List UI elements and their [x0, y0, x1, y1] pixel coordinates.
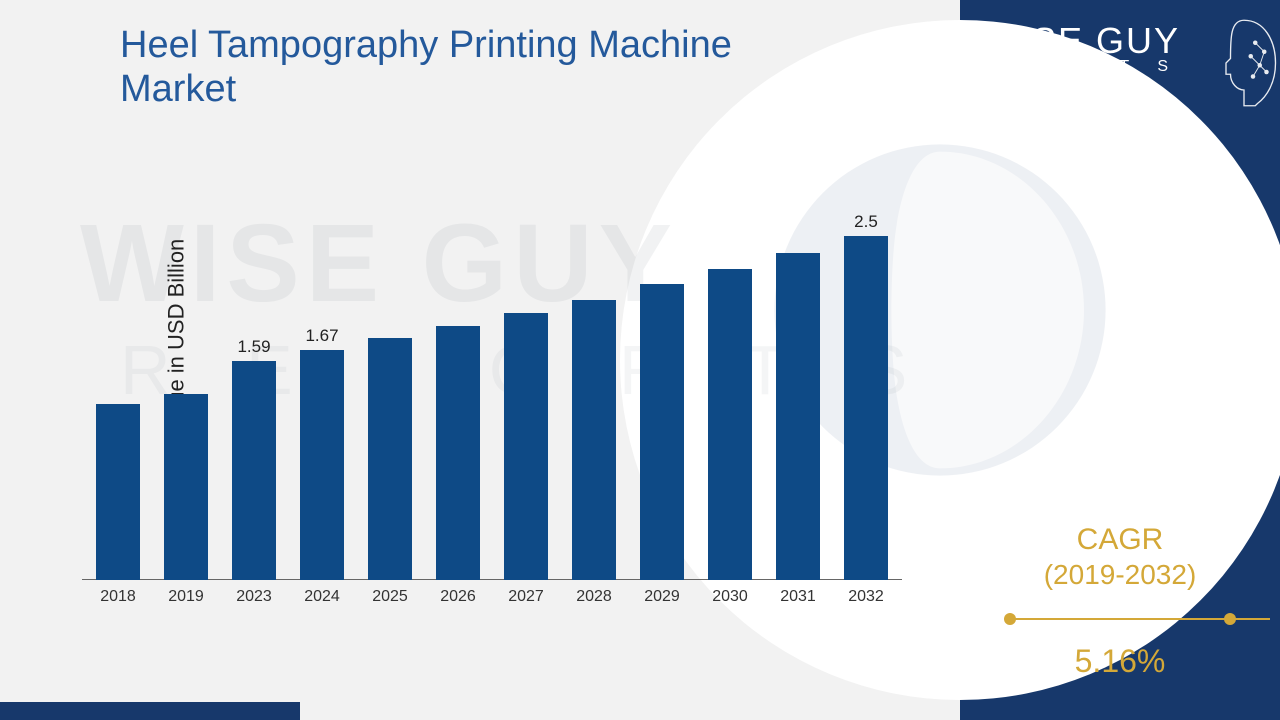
bar: 2029 [640, 284, 684, 580]
bar-rect [164, 394, 208, 580]
brand-name: WISE GUY [921, 20, 1180, 62]
bar-rect [504, 313, 548, 580]
bar-rect [844, 236, 888, 580]
cagr-value: 5.16% [990, 643, 1250, 680]
x-tick-label: 2032 [844, 588, 888, 606]
stage: WISE GUY R E P O R T S Heel Tampography … [0, 0, 1280, 720]
bar-value-label: 2.5 [844, 212, 888, 232]
bar: 2031 [776, 253, 820, 580]
bar: 2026 [436, 326, 480, 580]
brand-block: WISE GUY R E P O R T S [921, 20, 1180, 76]
x-tick-label: 2028 [572, 588, 616, 606]
x-tick-label: 2030 [708, 588, 752, 606]
x-tick-label: 2023 [232, 588, 276, 606]
bar-rect [436, 326, 480, 580]
bar-rect [708, 269, 752, 580]
bar: 2028 [572, 300, 616, 581]
bar: 2030 [708, 269, 752, 580]
bar-rect [368, 338, 412, 580]
x-tick-label: 2029 [640, 588, 684, 606]
bar: 2019 [164, 394, 208, 580]
bar-rect [300, 350, 344, 580]
bar: 2018 [96, 404, 140, 580]
bottom-strip [0, 702, 300, 720]
bar: 2.52032 [844, 236, 888, 580]
x-tick-label: 2031 [776, 588, 820, 606]
x-tick-label: 2026 [436, 588, 480, 606]
x-tick-label: 2024 [300, 588, 344, 606]
x-tick-label: 2018 [96, 588, 140, 606]
cagr-period: (2019-2032) [990, 559, 1250, 591]
bar: 1.672024 [300, 350, 344, 580]
bar-rect [572, 300, 616, 581]
brand-head-icon [1208, 18, 1280, 108]
chart-title: Heel Tampography Printing Machine Market [120, 24, 820, 111]
brand-subtitle: R E P O R T S [921, 58, 1180, 76]
cagr-block: CAGR (2019-2032) 5.16% [990, 523, 1250, 680]
bar: 2025 [368, 338, 412, 580]
x-tick-label: 2019 [164, 588, 208, 606]
bar: 2027 [504, 313, 548, 580]
bar-value-label: 1.59 [232, 337, 276, 357]
cagr-divider [990, 609, 1250, 629]
bar-value-label: 1.67 [300, 326, 344, 346]
bar: 1.592023 [232, 361, 276, 580]
x-tick-label: 2027 [504, 588, 548, 606]
bar-chart: 2018 2019 1.592023 1.672024 2025 2026 2027 2028… [82, 140, 902, 580]
bar-rect [640, 284, 684, 580]
bar-rect [776, 253, 820, 580]
bar-rect [232, 361, 276, 580]
x-tick-label: 2025 [368, 588, 412, 606]
cagr-label: CAGR [990, 523, 1250, 557]
bar-rect [96, 404, 140, 580]
